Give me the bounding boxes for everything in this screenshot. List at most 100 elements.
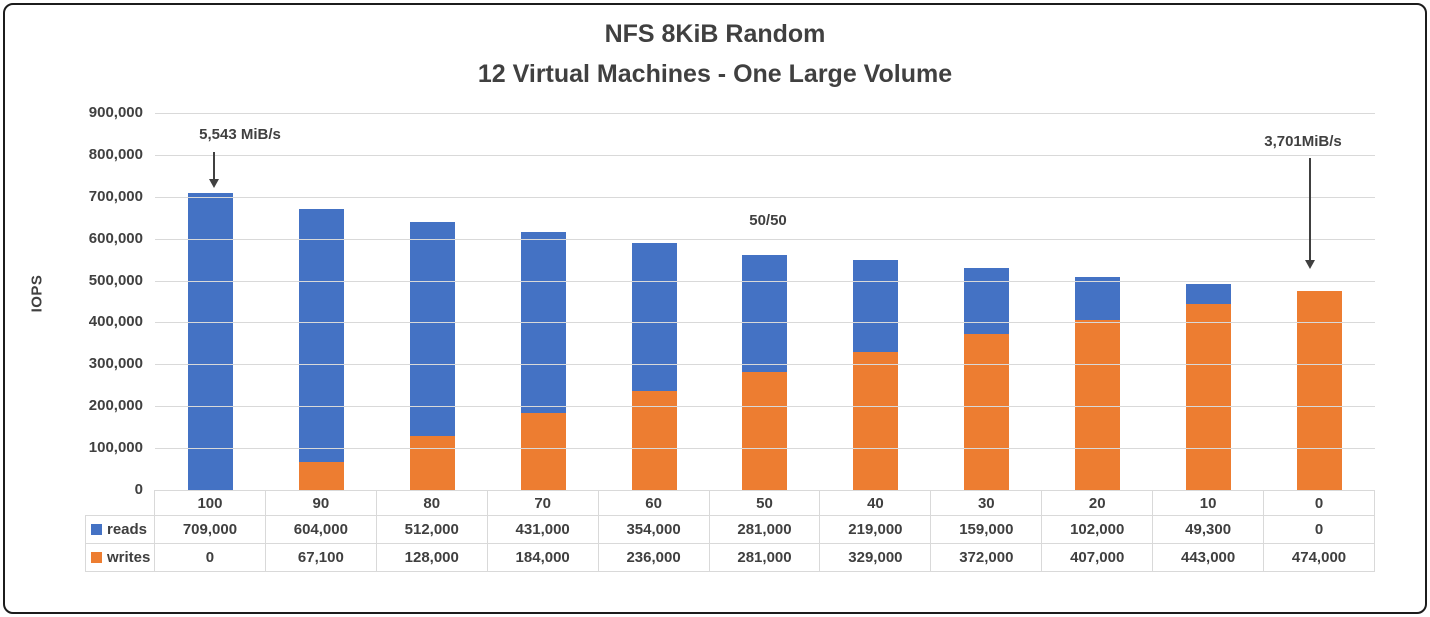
y-tick-label: 800,000 xyxy=(88,146,143,163)
bar-segment-writes xyxy=(631,391,677,490)
grid-line xyxy=(155,197,1375,198)
bar-slot xyxy=(488,113,599,490)
y-tick-label: 600,000 xyxy=(88,230,143,247)
bar-segment-writes xyxy=(409,436,455,490)
bar-slot xyxy=(266,113,377,490)
y-tick-label: 300,000 xyxy=(88,355,143,372)
annotation-write-throughput: 3,701MiB/s xyxy=(1264,133,1342,150)
writes-value-cell: 67,100 xyxy=(265,544,377,572)
bar-segment-reads xyxy=(409,221,455,437)
bar-segment-writes xyxy=(1186,304,1232,490)
bar-slot xyxy=(820,113,931,490)
category-cell: 50 xyxy=(709,490,821,516)
category-cell: 10 xyxy=(1153,490,1265,516)
bar-slot xyxy=(599,113,710,490)
bar-segment-writes xyxy=(853,352,899,490)
grid-line xyxy=(155,113,1375,114)
bar-slot xyxy=(377,113,488,490)
y-tick-label: 700,000 xyxy=(88,188,143,205)
bar-slot xyxy=(1042,113,1153,490)
category-cell: 90 xyxy=(265,490,377,516)
data-table: 100 90 80 70 60 50 40 30 20 10 0 reads 709,000 604,00… xyxy=(85,490,1375,572)
bar-segment-reads xyxy=(964,267,1010,335)
bar-segment-writes xyxy=(742,372,788,490)
y-tick-label: 400,000 xyxy=(88,313,143,330)
chart-title-line2: 12 Virtual Machines - One Large Volume xyxy=(477,60,953,88)
legend-label-writes: writes xyxy=(107,549,151,566)
grid-line xyxy=(155,406,1375,407)
stacked-bar-40 xyxy=(853,260,899,490)
stacked-bar-50 xyxy=(742,254,788,490)
bar-slot xyxy=(1153,113,1264,490)
bar-slot xyxy=(1264,113,1375,490)
grid-line xyxy=(155,155,1375,156)
reads-value-cell: 431,000 xyxy=(487,516,599,544)
writes-value-cell: 281,000 xyxy=(709,544,821,572)
y-tick-label: 900,000 xyxy=(88,104,143,121)
down-arrow-icon xyxy=(209,152,219,188)
category-cell: 60 xyxy=(598,490,710,516)
bar-segment-reads xyxy=(187,193,233,490)
bar-slot xyxy=(710,113,821,490)
bar-segment-reads xyxy=(853,260,899,353)
reads-value-cell: 102,000 xyxy=(1042,516,1154,544)
stacked-bar-70 xyxy=(520,232,566,490)
grid-line xyxy=(155,281,1375,282)
table-corner-cell xyxy=(85,490,155,516)
reads-value-cell: 219,000 xyxy=(820,516,932,544)
writes-value-cell: 0 xyxy=(155,544,266,572)
legend-label-reads: reads xyxy=(107,521,148,538)
category-cell: 80 xyxy=(376,490,488,516)
reads-value-cell: 709,000 xyxy=(155,516,266,544)
y-tick-label: 200,000 xyxy=(88,397,143,414)
stacked-bar-10 xyxy=(1186,283,1232,490)
bar-segment-reads xyxy=(1075,276,1121,320)
bar-segment-reads xyxy=(298,208,344,462)
annotation-read-throughput: 5,543 MiB/s xyxy=(199,126,281,143)
legend-swatch-reads xyxy=(91,524,102,535)
writes-value-cell: 443,000 xyxy=(1153,544,1265,572)
grid-line xyxy=(155,239,1375,240)
writes-value-cell: 474,000 xyxy=(1264,544,1375,572)
writes-value-cell: 329,000 xyxy=(820,544,932,572)
stacked-bar-80 xyxy=(409,221,455,490)
reads-value-cell: 281,000 xyxy=(709,516,821,544)
writes-value-cell: 128,000 xyxy=(376,544,488,572)
stacked-bar-100 xyxy=(187,193,233,490)
stacked-bar-90 xyxy=(298,208,344,490)
plot-area xyxy=(155,113,1375,491)
category-cell: 30 xyxy=(931,490,1043,516)
reads-value-cell: 0 xyxy=(1264,516,1375,544)
category-cell: 70 xyxy=(487,490,599,516)
bar-segment-reads xyxy=(742,254,788,373)
grid-line xyxy=(155,322,1375,323)
stacked-bar-0 xyxy=(1297,291,1343,490)
reads-value-cell: 354,000 xyxy=(598,516,710,544)
bar-segment-writes xyxy=(1075,319,1121,490)
bar-slot xyxy=(931,113,1042,490)
bars-container xyxy=(155,113,1375,490)
y-tick-label: 100,000 xyxy=(88,439,143,456)
legend-key-reads: reads xyxy=(85,516,155,544)
y-tick-label: 0 xyxy=(134,481,143,498)
chart-title-line1: NFS 8KiB Random xyxy=(604,20,826,48)
grid-line xyxy=(155,448,1375,449)
annotation-50-50: 50/50 xyxy=(749,212,787,229)
legend-key-writes: writes xyxy=(85,544,155,572)
reads-value-cell: 49,300 xyxy=(1153,516,1265,544)
bar-segment-reads xyxy=(1186,283,1232,305)
category-cell: 40 xyxy=(820,490,932,516)
chart-title: NFS 8KiB Random 12 Virtual Machines - On… xyxy=(0,14,1430,94)
y-tick-label: 500,000 xyxy=(88,272,143,289)
stacked-bar-60 xyxy=(631,242,677,490)
down-arrow-icon xyxy=(1305,158,1315,269)
writes-value-cell: 372,000 xyxy=(931,544,1043,572)
grid-line xyxy=(155,364,1375,365)
bar-segment-writes xyxy=(1297,291,1343,490)
writes-value-cell: 407,000 xyxy=(1042,544,1154,572)
y-axis-tick-labels: 900,000 800,000 700,000 600,000 500,000 400,0… xyxy=(0,104,143,498)
bar-segment-reads xyxy=(631,242,677,392)
stacked-bar-20 xyxy=(1075,276,1121,490)
legend-swatch-writes xyxy=(91,552,102,563)
